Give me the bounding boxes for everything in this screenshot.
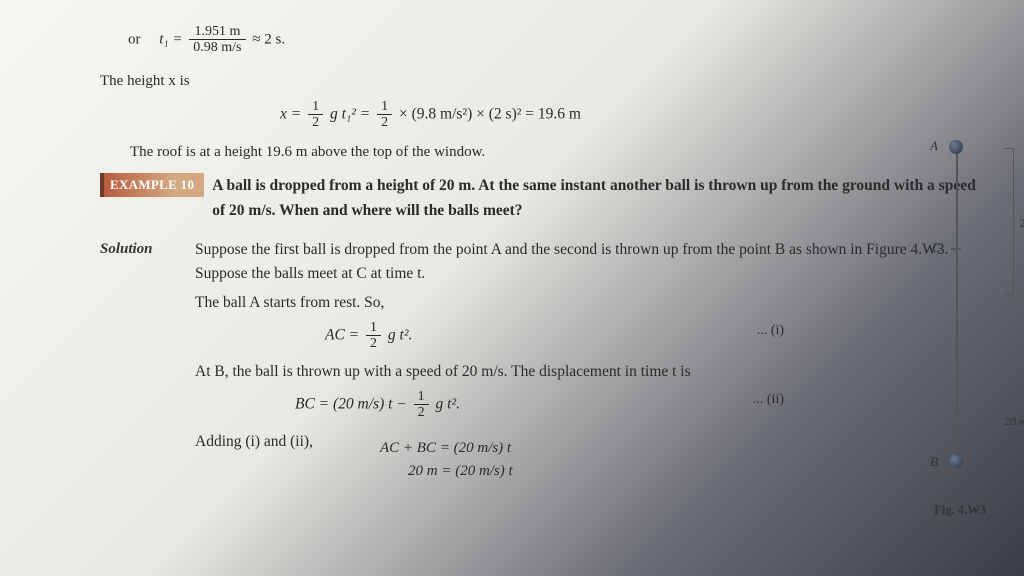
t1-lhs: t₁ = (159, 31, 182, 47)
fig-label-b: B (930, 454, 938, 470)
t1-equation-line: or t₁ = 1.951 m 0.98 m/s ≈ 2 s. (100, 24, 984, 56)
fig-label-a: A (930, 138, 938, 154)
bc-half-num: 1 (414, 389, 429, 405)
ac-half-den: 2 (366, 336, 381, 351)
eq-ac: AC = 1 2 g t². ... (i) (195, 320, 984, 352)
example-label: EXAMPLE 10 (100, 173, 204, 197)
solution-para3: At B, the ball is thrown up with a speed… (195, 360, 984, 385)
half2-num: 1 (377, 99, 392, 115)
solution-block: Solution Suppose the first ball is dropp… (100, 238, 984, 456)
ac-half-num: 1 (366, 320, 381, 336)
fig-arrow (952, 440, 962, 449)
half1-num: 1 (308, 99, 323, 115)
bc-half: 1 2 (414, 389, 429, 421)
t1-approx: ≈ 2 s. (252, 31, 285, 47)
roof-conclusion: The roof is at a height 19.6 m above the… (130, 141, 984, 164)
height-intro: The height x is (100, 70, 984, 93)
half-frac-2: 1 2 (377, 99, 392, 131)
half-frac-1: 1 2 (308, 99, 323, 131)
solution-para1: Suppose the first ball is dropped from t… (195, 238, 984, 288)
t1-denominator: 0.98 m/s (189, 40, 245, 55)
page-content: or t₁ = 1.951 m 0.98 m/s ≈ 2 s. The heig… (0, 0, 1024, 484)
example-block: EXAMPLE 10 A ball is dropped from a heig… (100, 174, 984, 224)
bc-rhs: g t². (436, 395, 460, 412)
solution-label: Solution (100, 238, 195, 261)
fig-brace (1005, 148, 1014, 295)
gt-part: g t₁² = (330, 105, 370, 122)
fig-height-label: 20 m (1020, 216, 1024, 231)
or-label: or (128, 31, 141, 47)
fig-vertical-line (956, 148, 958, 448)
sum-eq2: 20 m = (20 m/s) t (408, 463, 513, 479)
sum-eq1: AC + BC = (20 m/s) t (380, 440, 511, 456)
t1-numerator: 1.951 m (189, 24, 245, 40)
fig-ball-a (949, 140, 963, 154)
fig-label-c: C (932, 240, 941, 256)
height-equation: x = 1 2 g t₁² = 1 2 × (9.8 m/s²) × (2 s)… (100, 99, 984, 131)
half1-den: 2 (308, 115, 323, 130)
height-rest: × (9.8 m/s²) × (2 s)² = 19.6 m (399, 105, 581, 122)
example-question: A ball is dropped from a height of 20 m.… (212, 174, 984, 224)
fig-tick-c (951, 248, 961, 250)
figure-4w3: A C 20 m 20 m/s B Fig. 4.W3 (916, 128, 996, 508)
fig-caption: Fig. 4.W3 (934, 503, 986, 518)
fig-ball-b (949, 454, 963, 468)
x-lhs: x = (280, 105, 301, 122)
eq-bc: BC = (20 m/s) t − 1 2 g t². ... (ii) (195, 389, 984, 421)
adding-label: Adding (i) and (ii), (195, 430, 984, 455)
t1-fraction: 1.951 m 0.98 m/s (189, 24, 245, 56)
ac-rhs: g t². (388, 327, 412, 344)
half2-den: 2 (377, 115, 392, 130)
ac-lhs: AC = (325, 327, 359, 344)
sum-line2: 20 m = (20 m/s) t (100, 460, 984, 483)
solution-para2: The ball A starts from rest. So, (195, 291, 984, 316)
bc-half-den: 2 (414, 405, 429, 420)
bc-lhs: BC = (20 m/s) t − (295, 395, 407, 412)
solution-body: Suppose the first ball is dropped from t… (195, 238, 984, 456)
fig-speed-label: 20 m/s (1005, 416, 1024, 428)
ac-half: 1 2 (366, 320, 381, 352)
